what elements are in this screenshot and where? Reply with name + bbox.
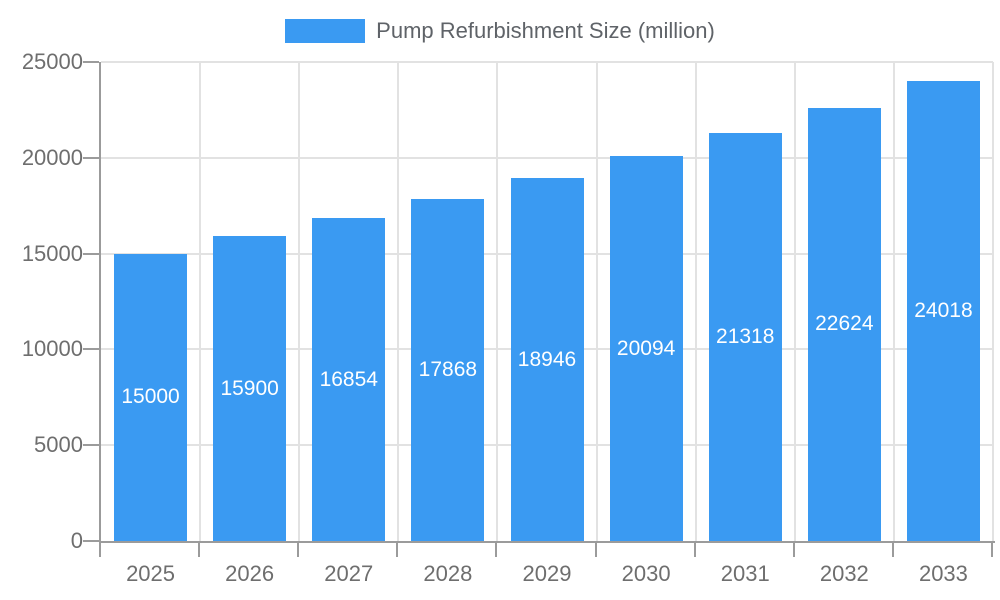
legend-label: Pump Refurbishment Size (million) — [376, 18, 715, 43]
gridline-vertical — [595, 62, 598, 541]
x-axis-tick — [99, 541, 101, 557]
y-axis-tick — [83, 444, 99, 447]
bar-2028[interactable]: 17868 — [411, 198, 485, 541]
y-axis-tick-label: 5000 — [34, 432, 83, 458]
y-axis-tick — [83, 61, 99, 63]
y-axis-tick — [83, 348, 99, 351]
y-axis-tick-label: 20000 — [21, 144, 83, 170]
gridline-vertical — [992, 62, 994, 541]
gridline-vertical — [793, 62, 796, 541]
x-axis-tick — [297, 541, 300, 557]
bar-2027[interactable]: 16854 — [312, 218, 386, 541]
chart-legend[interactable]: Pump Refurbishment Size (million) — [0, 17, 1000, 45]
gridline-vertical — [298, 62, 301, 541]
x-axis-tick-label: 2031 — [720, 561, 770, 586]
x-axis-tick-label: 2028 — [423, 561, 473, 586]
x-axis-tick — [693, 541, 696, 557]
bar-value-label: 15900 — [220, 376, 279, 400]
bar-2029[interactable]: 18946 — [510, 178, 584, 541]
y-axis-tick-label: 25000 — [21, 49, 83, 74]
y-axis-tick-label: 10000 — [21, 336, 83, 362]
x-axis-tick-label: 2030 — [621, 561, 671, 586]
bar-2030[interactable]: 20094 — [609, 156, 683, 541]
y-axis-line — [99, 62, 101, 543]
y-axis-tick — [83, 540, 99, 542]
gridline-vertical — [694, 62, 697, 541]
x-axis-tick-label: 2029 — [522, 561, 572, 586]
x-axis-tick-label: 2025 — [126, 561, 176, 586]
y-axis-tick — [83, 156, 99, 159]
x-axis-tick — [991, 541, 993, 557]
x-axis-tick — [198, 541, 201, 557]
plot-area: 15000 15900 16854 17868 18946 20094 21318 22624… — [101, 61, 994, 541]
x-axis-tick — [891, 541, 894, 557]
gridline-horizontal — [101, 61, 993, 63]
y-axis-tick-label: 15000 — [21, 240, 83, 266]
gridline-vertical — [892, 62, 895, 541]
gridline-vertical — [496, 62, 499, 541]
x-axis-tick — [594, 541, 597, 557]
y-axis-tick — [83, 252, 99, 255]
bar-2026[interactable]: 15900 — [213, 236, 287, 541]
bar-value-label: 21318 — [716, 324, 775, 348]
x-axis-tick-label: 2033 — [918, 561, 968, 586]
bar-2033[interactable]: 24018 — [906, 80, 980, 541]
x-axis-line — [99, 541, 995, 543]
x-axis-tick — [495, 541, 498, 557]
bar-value-label: 15000 — [121, 385, 180, 409]
gridline-horizontal — [101, 156, 993, 159]
x-axis-tick-label: 2032 — [819, 561, 869, 586]
x-axis-tick — [396, 541, 399, 557]
legend-swatch — [285, 19, 366, 43]
bar-value-label: 22624 — [815, 312, 874, 336]
bar-2032[interactable]: 22624 — [807, 107, 881, 541]
gridline-vertical — [199, 62, 202, 541]
bar-value-label: 16854 — [319, 367, 378, 391]
x-axis-tick-label: 2026 — [225, 561, 275, 586]
x-axis-tick — [792, 541, 795, 557]
bar-value-label: 17868 — [418, 357, 478, 381]
bar-2031[interactable]: 21318 — [708, 132, 782, 541]
bar-value-label: 18946 — [517, 347, 577, 371]
x-axis-tick-label: 2027 — [324, 561, 374, 586]
gridline-vertical — [397, 62, 400, 541]
bar-value-label: 20094 — [616, 336, 676, 360]
y-axis-tick-label: 0 — [70, 528, 83, 553]
bar-2025[interactable]: 15000 — [114, 253, 188, 541]
bar-value-label: 24018 — [914, 298, 973, 322]
